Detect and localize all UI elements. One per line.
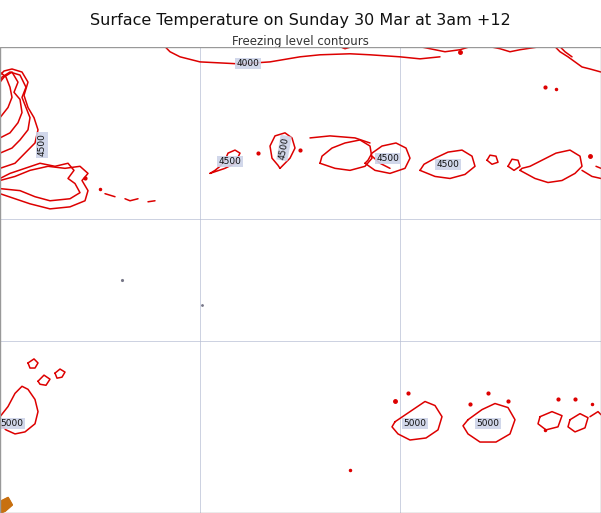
Text: 4500: 4500: [37, 133, 46, 156]
Text: Surface Temperature on Sunday 30 Mar at 3am +12: Surface Temperature on Sunday 30 Mar at …: [90, 13, 511, 28]
Text: 5000: 5000: [1, 419, 23, 428]
Text: 5000: 5000: [477, 419, 499, 428]
Text: 5000: 5000: [403, 419, 427, 428]
Text: 4500: 4500: [436, 160, 459, 169]
Text: Freezing level contours: Freezing level contours: [232, 35, 369, 48]
Text: 4500: 4500: [377, 154, 400, 163]
Text: 4500: 4500: [278, 136, 290, 160]
Text: 4500: 4500: [219, 157, 242, 166]
Text: 4000: 4000: [237, 60, 260, 68]
Polygon shape: [0, 498, 12, 513]
